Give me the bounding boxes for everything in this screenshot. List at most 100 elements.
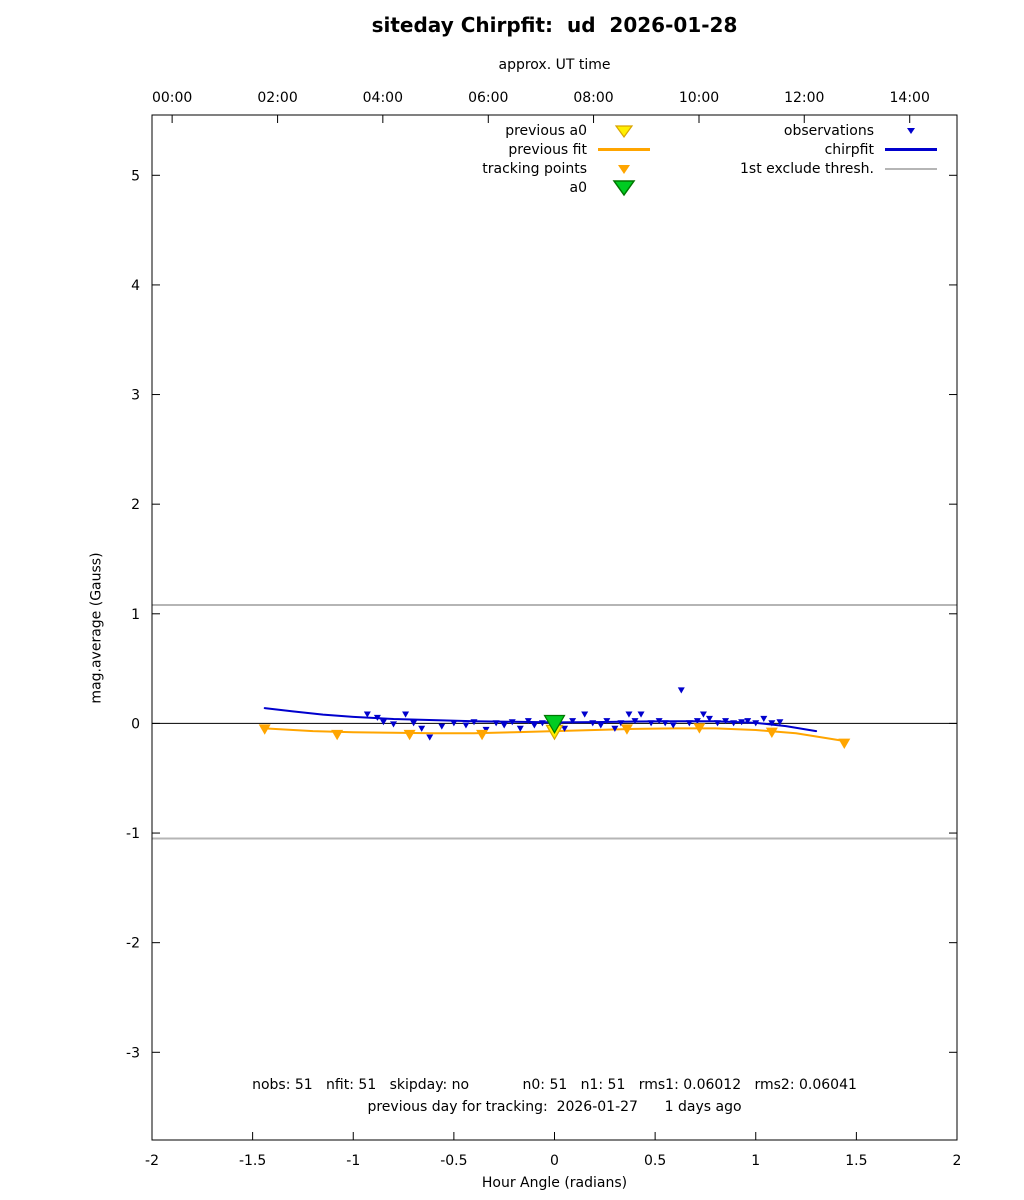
- observations-marker: [655, 718, 663, 725]
- x2-tick-label: 02:00: [257, 90, 297, 106]
- observations-marker: [508, 719, 516, 726]
- legend-row-previous-fit: previous fit: [340, 140, 655, 159]
- legend-label-previous-fit: previous fit: [508, 141, 587, 158]
- legend-label-tracking-points: tracking points: [482, 160, 587, 177]
- x-tick-label: -1: [346, 1153, 360, 1169]
- observations-marker: [569, 718, 577, 725]
- previous-a0-marker-icon: [593, 123, 655, 139]
- tracking-points-marker: [403, 729, 416, 741]
- x2-tick-label: 14:00: [890, 90, 930, 106]
- observations-marker: [752, 720, 760, 727]
- observations-marker: [561, 725, 569, 732]
- plot-frame: [151, 114, 958, 1141]
- previous-fit-line-icon: [593, 148, 655, 151]
- x-tick-label: 2: [953, 1153, 962, 1169]
- observations-marker: [760, 715, 768, 722]
- observations-marker: [426, 734, 434, 741]
- tracking-points-marker: [258, 724, 271, 735]
- tracking-points-marker: [476, 729, 489, 741]
- legend-row-previous-a0: previous a0: [340, 121, 655, 140]
- observations-marker: [617, 720, 625, 727]
- observations-marker: [438, 723, 446, 730]
- y-tick-label: -2: [126, 936, 140, 952]
- page-title: siteday Chirpfit: ud 2026-01-28: [371, 13, 738, 37]
- observations-marker: [631, 718, 639, 725]
- observations-marker: [647, 720, 655, 727]
- x-tick-label: 0.5: [644, 1153, 666, 1169]
- observations-marker: [500, 722, 508, 729]
- x-tick-label: 1: [751, 1153, 760, 1169]
- legend-row-a0: a0: [340, 178, 655, 197]
- observations-marker: [603, 718, 611, 725]
- x-tick-label: -1.5: [239, 1153, 266, 1169]
- tracking-points-marker: [765, 727, 778, 739]
- fit-statistics: nobs: 51 nfit: 51 skipday: no n0: 51 n1:…: [252, 1077, 857, 1093]
- legend-row-tracking-points: tracking points: [340, 159, 655, 178]
- x2-tick-label: 00:00: [152, 90, 192, 106]
- observations-marker: [699, 711, 707, 718]
- legend-row-chirpfit: chirpfit: [650, 140, 942, 159]
- x2-tick-label: 08:00: [573, 90, 613, 106]
- tracking-points-marker: [693, 723, 706, 734]
- observations-marker: [538, 720, 546, 727]
- a0-marker: [543, 714, 566, 734]
- y-tick-label: 4: [131, 278, 140, 294]
- x-tick-label: -0.5: [440, 1153, 467, 1169]
- observations-marker: [450, 720, 458, 727]
- observations-marker: [589, 720, 597, 727]
- observations-marker: [625, 711, 633, 718]
- observations-marker: [402, 711, 410, 718]
- legend-label-a0: a0: [569, 179, 588, 196]
- observations-marker: [597, 722, 605, 729]
- observations-marker: [693, 718, 701, 725]
- y-axis-title: mag.average (Gauss): [88, 551, 105, 704]
- observations-marker: [418, 725, 426, 732]
- x-tick-label: -2: [145, 1153, 159, 1169]
- observations-marker: [768, 720, 776, 727]
- x-tick-label: 0: [550, 1153, 559, 1169]
- observations-marker: [637, 711, 645, 718]
- ut-time-axis-title: approx. UT time: [498, 57, 611, 73]
- y-tick-label: 3: [131, 388, 140, 404]
- tracking-point-marker-icon: [593, 163, 655, 175]
- y-tick-label: 2: [131, 497, 140, 513]
- a0-marker-icon: [593, 178, 655, 197]
- observations-marker: [390, 721, 397, 728]
- observations-marker: [363, 711, 371, 718]
- observation-marker-icon: [880, 126, 942, 135]
- observations-marker: [530, 722, 538, 729]
- tracking-points-marker: [620, 724, 633, 735]
- tracking-points-marker: [838, 738, 851, 749]
- observations-marker: [669, 722, 677, 729]
- x-tick-label: 1.5: [845, 1153, 867, 1169]
- y-axis-title-wrap: mag.average (Gauss): [17, 115, 177, 1140]
- observations-marker: [722, 718, 730, 725]
- observations-marker: [379, 719, 387, 726]
- observations-marker: [516, 725, 524, 732]
- observations-marker: [492, 720, 500, 727]
- x2-tick-label: 12:00: [784, 90, 824, 106]
- y-tick-label: 5: [131, 168, 140, 184]
- previous-day-info: previous day for tracking: 2026-01-27 1 …: [367, 1099, 742, 1115]
- y-tick-label: -3: [126, 1045, 140, 1061]
- observations-marker: [776, 719, 784, 726]
- legend-label-observations: observations: [783, 122, 874, 139]
- observations-marker: [661, 720, 669, 727]
- observations-marker: [685, 720, 693, 727]
- observations-marker: [738, 719, 746, 726]
- y-tick-label: 0: [131, 716, 140, 732]
- observations-marker: [462, 722, 470, 729]
- observations-marker: [470, 719, 478, 726]
- observations-marker: [581, 711, 589, 718]
- observations-marker: [744, 718, 752, 725]
- x2-tick-label: 10:00: [679, 90, 719, 106]
- observations-marker: [611, 725, 619, 732]
- legend-label-previous-a0: previous a0: [505, 122, 587, 139]
- x-axis-title: Hour Angle (radians): [481, 1175, 628, 1191]
- observations-marker: [714, 720, 722, 727]
- observations-marker: [524, 718, 532, 725]
- legend-label-chirpfit: chirpfit: [824, 141, 874, 158]
- observations-marker: [677, 687, 685, 694]
